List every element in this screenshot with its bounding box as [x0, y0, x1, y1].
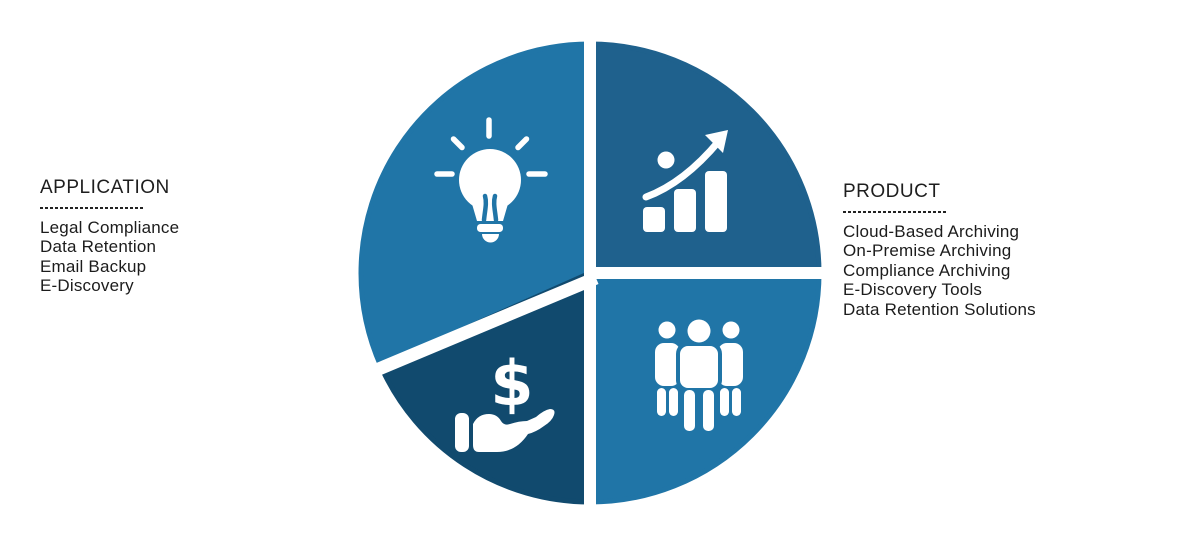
list-item: Compliance Archiving [843, 260, 1011, 280]
people-back-figures [655, 321, 743, 416]
lightbulb-icon [434, 117, 548, 243]
product-column: PRODUCT Cloud-Based Archiving On-Premise… [843, 181, 1103, 319]
product-heading: PRODUCT [843, 181, 941, 202]
dashed-divider [843, 211, 947, 213]
dollar-hand-icon: $ [455, 347, 555, 452]
product-list: Cloud-Based Archiving On-Premise Archivi… [843, 222, 1103, 319]
application-heading: APPLICATION [40, 177, 170, 198]
growth-chart-icon [642, 130, 728, 232]
list-item: Email Backup [40, 256, 147, 276]
dashed-divider [40, 207, 144, 209]
application-column: APPLICATION Legal Compliance Data Retent… [40, 177, 300, 296]
slice-separators [359, 34, 830, 512]
list-item: Legal Compliance [40, 218, 180, 237]
people-front-figure [680, 319, 718, 431]
list-item: Data Retention Solutions [843, 299, 1036, 319]
slice-investment [378, 270, 593, 505]
dollar-symbol: $ [490, 347, 533, 420]
list-item: On-Premise Archiving [843, 241, 1012, 261]
people-icon [655, 315, 743, 431]
list-item: E-Discovery [40, 276, 134, 296]
separator-diagonal [359, 272, 599, 382]
list-item: Data Retention [40, 237, 157, 257]
list-item: E-Discovery Tools [843, 280, 983, 300]
list-item: Cloud-Based Archiving [843, 222, 1020, 241]
application-list: Legal Compliance Data Retention Email Ba… [40, 218, 300, 296]
